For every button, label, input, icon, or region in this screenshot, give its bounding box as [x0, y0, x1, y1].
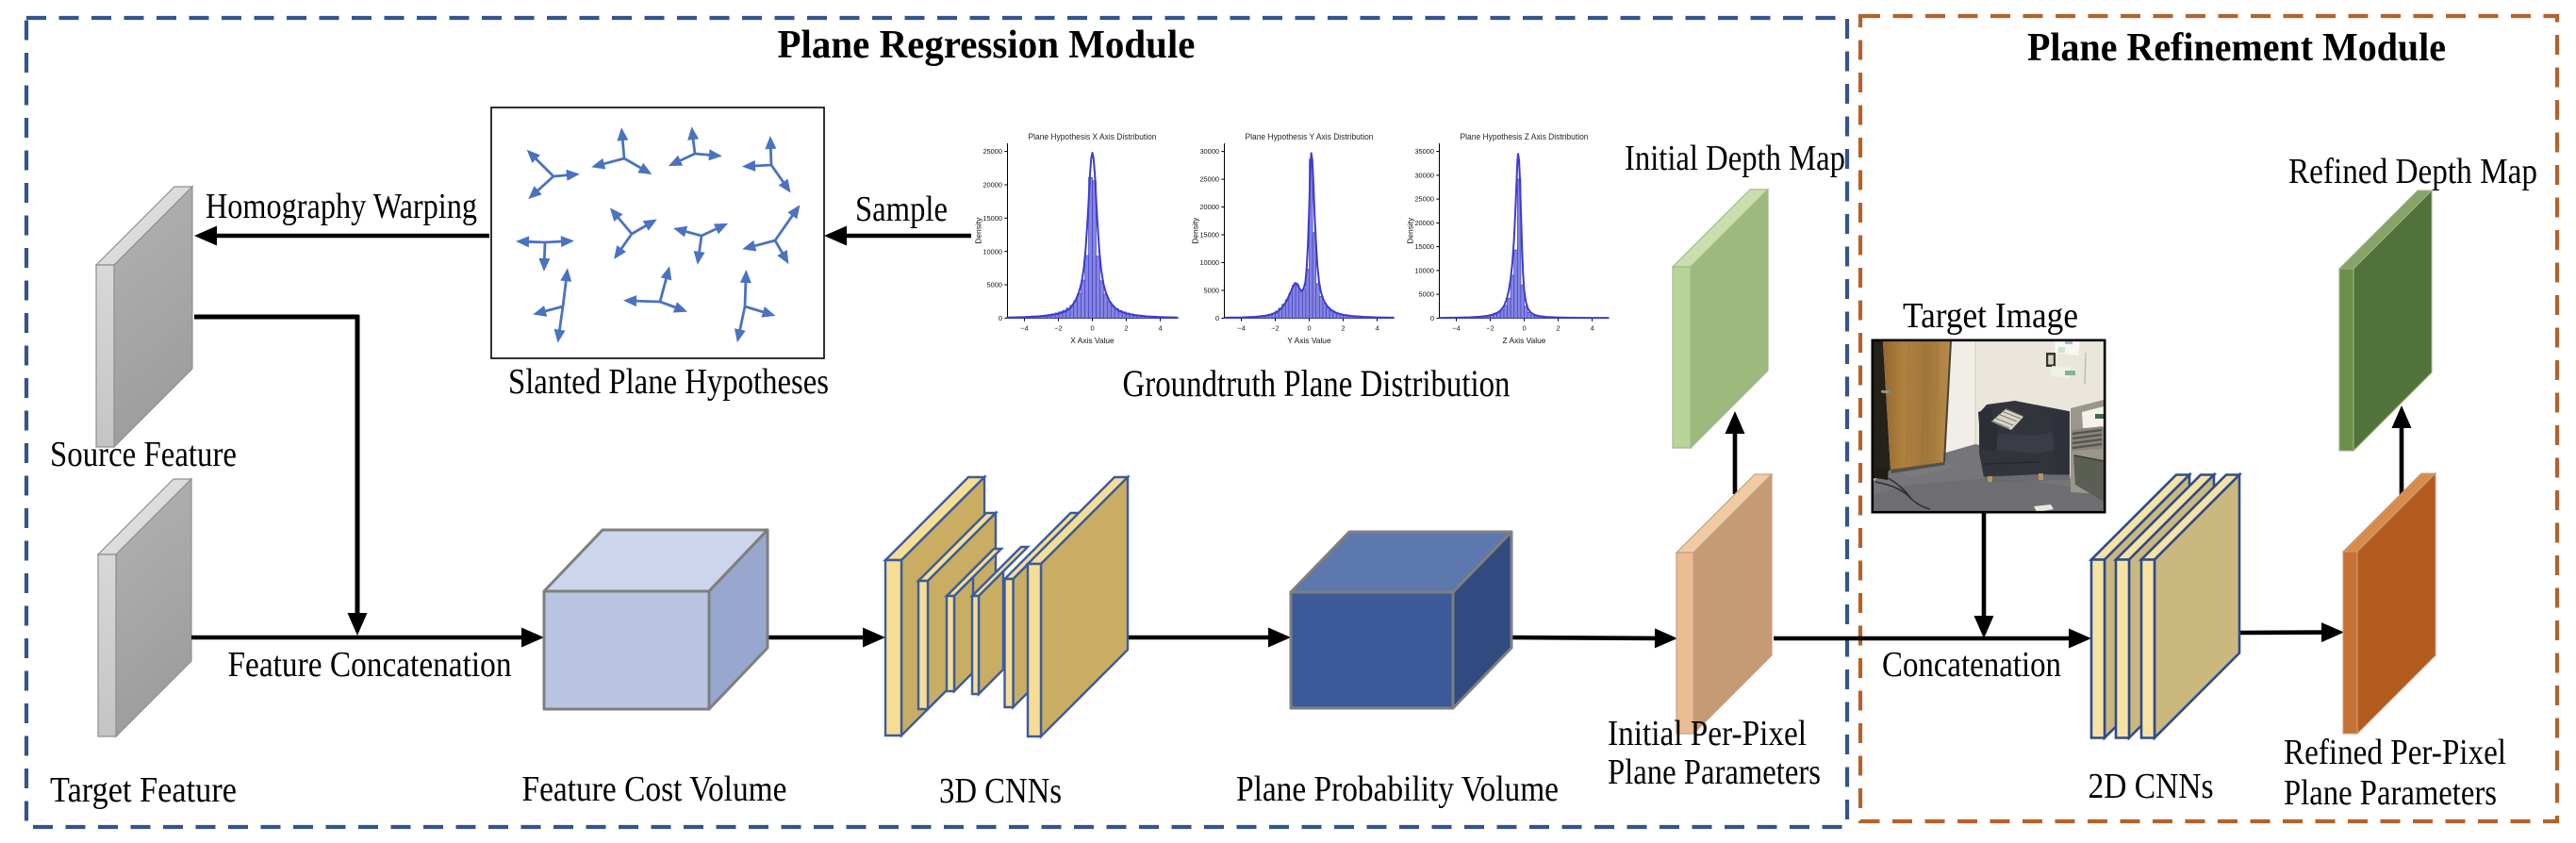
svg-text:20000: 20000: [1199, 203, 1219, 211]
svg-text:Plane Parameters: Plane Parameters: [2284, 773, 2497, 813]
svg-text:15000: 15000: [1199, 231, 1219, 240]
svg-text:Plane Regression Module: Plane Regression Module: [778, 24, 1196, 67]
svg-text:10000: 10000: [1414, 266, 1434, 274]
svg-text:−4: −4: [1452, 324, 1460, 333]
svg-text:2D CNNs: 2D CNNs: [2089, 767, 2214, 806]
svg-text:Sample: Sample: [855, 190, 948, 229]
svg-text:Density: Density: [1191, 217, 1200, 244]
svg-text:0: 0: [1522, 324, 1526, 333]
svg-text:Refined Depth Map: Refined Depth Map: [2288, 152, 2537, 191]
svg-text:25000: 25000: [1199, 175, 1219, 184]
svg-text:Plane Refinement Module: Plane Refinement Module: [2027, 26, 2446, 70]
svg-text:Target Image: Target Image: [1903, 296, 2078, 336]
svg-text:30000: 30000: [1414, 171, 1434, 179]
svg-text:Plane Parameters: Plane Parameters: [1608, 752, 1821, 792]
svg-text:0: 0: [1090, 324, 1094, 333]
svg-text:2: 2: [1124, 324, 1128, 333]
svg-text:Target Feature: Target Feature: [50, 770, 237, 810]
svg-text:4: 4: [1158, 324, 1162, 333]
svg-text:30000: 30000: [1199, 147, 1219, 156]
svg-text:−4: −4: [1237, 324, 1245, 333]
svg-text:Refined Per-Pixel: Refined Per-Pixel: [2284, 733, 2506, 772]
svg-text:Groundtruth Plane Distribution: Groundtruth Plane Distribution: [1123, 362, 1511, 405]
svg-text:Feature Concatenation: Feature Concatenation: [228, 645, 512, 685]
svg-text:Initial Depth Map: Initial Depth Map: [1625, 139, 1845, 178]
svg-text:−2: −2: [1271, 324, 1279, 333]
svg-text:4: 4: [1590, 324, 1593, 333]
svg-text:5000: 5000: [1419, 290, 1434, 299]
svg-text:2: 2: [1556, 324, 1560, 333]
svg-text:5000: 5000: [1204, 287, 1219, 295]
svg-text:25000: 25000: [1414, 195, 1434, 204]
svg-text:Feature Cost Volume: Feature Cost Volume: [522, 769, 787, 809]
svg-text:−2: −2: [1054, 324, 1062, 333]
svg-text:15000: 15000: [983, 214, 1002, 223]
svg-text:20000: 20000: [983, 181, 1002, 190]
svg-text:35000: 35000: [1414, 147, 1434, 156]
svg-text:0: 0: [1307, 324, 1311, 333]
svg-text:4: 4: [1375, 324, 1379, 333]
svg-text:Slanted Plane Hypotheses: Slanted Plane Hypotheses: [508, 362, 829, 402]
svg-text:Homography Warping: Homography Warping: [206, 187, 477, 226]
svg-text:15000: 15000: [1414, 242, 1434, 251]
svg-text:3D CNNs: 3D CNNs: [939, 771, 1062, 811]
svg-text:0: 0: [1215, 314, 1219, 322]
svg-text:−2: −2: [1486, 324, 1494, 333]
svg-text:0: 0: [1430, 314, 1434, 322]
svg-text:Density: Density: [1406, 217, 1415, 244]
svg-text:10000: 10000: [1199, 258, 1219, 267]
svg-text:0: 0: [999, 314, 1002, 322]
svg-text:Initial Per-Pixel: Initial Per-Pixel: [1608, 714, 1807, 753]
svg-text:Source Feature: Source Feature: [50, 435, 237, 474]
svg-text:X Axis Value: X Axis Value: [1070, 336, 1115, 345]
svg-text:20000: 20000: [1414, 219, 1434, 227]
svg-text:5000: 5000: [987, 281, 1002, 289]
svg-text:2: 2: [1341, 324, 1345, 333]
svg-text:Plane Hypothesis Y Axis Distri: Plane Hypothesis Y Axis Distribution: [1246, 132, 1374, 141]
svg-text:25000: 25000: [983, 147, 1002, 156]
svg-text:Plane Hypothesis Z Axis Distri: Plane Hypothesis Z Axis Distribution: [1461, 132, 1589, 141]
svg-text:Plane Probability Volume: Plane Probability Volume: [1236, 769, 1559, 809]
svg-text:−4: −4: [1020, 324, 1028, 333]
svg-text:Plane Hypothesis X Axis Distri: Plane Hypothesis X Axis Distribution: [1029, 132, 1157, 141]
svg-text:Z Axis Value: Z Axis Value: [1503, 336, 1546, 345]
svg-text:Density: Density: [974, 217, 983, 244]
svg-text:10000: 10000: [983, 247, 1002, 256]
svg-text:Y Axis Value: Y Axis Value: [1287, 336, 1331, 345]
svg-text:Concatenation: Concatenation: [1882, 645, 2061, 685]
